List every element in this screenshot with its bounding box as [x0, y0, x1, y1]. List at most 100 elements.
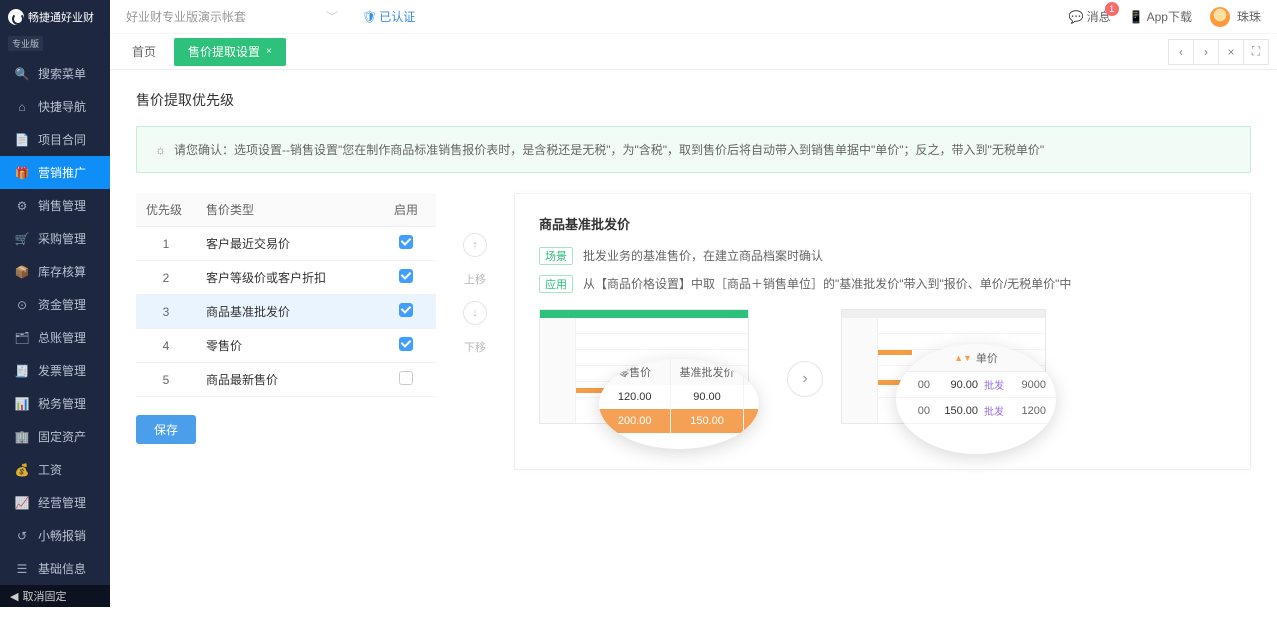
scene-text: 批发业务的基准售价，在建立商品档案时确认: [583, 247, 823, 265]
row-enable[interactable]: [376, 363, 436, 397]
nav-label: 税务管理: [38, 395, 86, 412]
sidebar-item-1[interactable]: ⌂快捷导航: [0, 90, 110, 123]
row-enable[interactable]: [376, 261, 436, 295]
nav-icon: 🛒: [14, 232, 30, 246]
b2-r1a: 00: [896, 379, 934, 391]
sidebar-item-3[interactable]: 🎁营销推广: [0, 156, 110, 189]
pin-toggle[interactable]: ◀ 取消固定: [0, 585, 110, 607]
row-enable[interactable]: [376, 295, 436, 329]
illustration: 零售价 基准批发价 120.00 90.00 200.00 150.00: [539, 309, 1226, 449]
tabs-container: 首页 售价提取设置×: [118, 38, 286, 66]
page-title: 售价提取优先级: [136, 90, 1251, 110]
user-name: 珠珠: [1237, 8, 1261, 25]
tab-close-icon[interactable]: ×: [266, 46, 272, 57]
logo-icon: [8, 9, 24, 25]
download-label: App下载: [1147, 8, 1192, 25]
row-idx: 5: [136, 363, 196, 397]
sort-icon: ▲▼: [954, 353, 972, 363]
nav-icon: 📄: [14, 133, 30, 147]
priority-row-4[interactable]: 4零售价: [136, 329, 436, 363]
move-up-label: 上移: [464, 271, 486, 287]
b2-r1b: 90.00: [934, 379, 984, 391]
tab-close-button[interactable]: ×: [1218, 39, 1244, 65]
nav-icon: 🧾: [14, 364, 30, 378]
nav-icon: 🎁: [14, 166, 30, 180]
messages-badge: 1: [1105, 2, 1119, 16]
pin-label: 取消固定: [22, 588, 66, 604]
sidebar-item-6[interactable]: 📦库存核算: [0, 255, 110, 288]
checkbox[interactable]: [399, 371, 413, 385]
app-download-button[interactable]: 📱 App下载: [1129, 8, 1192, 25]
sidebar-item-10[interactable]: 📊税务管理: [0, 387, 110, 420]
tab-bar: 首页 售价提取设置× ‹ › × ⛶: [110, 34, 1277, 70]
priority-row-1[interactable]: 1客户最近交易价: [136, 227, 436, 261]
sidebar-item-0[interactable]: 🔍搜索菜单: [0, 57, 110, 90]
scene-tag: 场景: [539, 247, 573, 265]
sidebar-item-15[interactable]: ☰基础信息: [0, 552, 110, 585]
nav-label: 经营管理: [38, 494, 86, 511]
nav-icon: ↺: [14, 529, 30, 543]
nav-label: 发票管理: [38, 362, 86, 379]
nav-label: 资金管理: [38, 296, 86, 313]
b2-r2c: 1200: [1014, 405, 1056, 417]
messages-button[interactable]: 💬 消息 1: [1069, 8, 1111, 25]
nav-label: 总账管理: [38, 329, 86, 346]
tab-fullscreen-button[interactable]: ⛶: [1243, 39, 1269, 65]
priority-row-5[interactable]: 5商品最新售价: [136, 363, 436, 397]
checkbox[interactable]: [399, 235, 413, 249]
source-diagram: 零售价 基准批发价 120.00 90.00 200.00 150.00: [539, 309, 769, 449]
topbar: 好业财专业版演示帐套 ﹀ 🛡 已认证 💬 消息 1 📱 App下载 珠珠: [110, 0, 1277, 34]
user-menu[interactable]: 珠珠: [1210, 7, 1261, 27]
nav-icon: 📈: [14, 496, 30, 510]
tab-next-button[interactable]: ›: [1193, 39, 1219, 65]
row-idx: 4: [136, 329, 196, 363]
priority-row-3[interactable]: 3商品基准批发价: [136, 295, 436, 329]
chevron-down-icon: ﹀: [326, 8, 338, 25]
tab-prev-button[interactable]: ‹: [1168, 39, 1194, 65]
phone-icon: 📱: [1129, 10, 1144, 24]
nav-icon: 💰: [14, 463, 30, 477]
brand-logo: 畅捷通好业财: [0, 0, 110, 34]
nav-label: 基础信息: [38, 560, 86, 577]
col-priority: 优先级: [136, 193, 196, 227]
sidebar-item-7[interactable]: ⊙ 资金管理: [0, 288, 110, 321]
row-idx: 3: [136, 295, 196, 329]
save-button[interactable]: 保存: [136, 415, 196, 444]
move-down-button[interactable]: ↓: [463, 301, 487, 325]
apply-tag: 应用: [539, 275, 573, 293]
tab-0[interactable]: 首页: [118, 38, 170, 66]
row-enable[interactable]: [376, 329, 436, 363]
sidebar-item-14[interactable]: ↺ 小畅报销: [0, 519, 110, 552]
sidebar-item-12[interactable]: 💰工资: [0, 453, 110, 486]
topbar-right: 💬 消息 1 📱 App下载 珠珠: [1069, 7, 1261, 27]
shield-icon: 🛡: [362, 10, 377, 24]
nav-icon: 🗂: [14, 331, 30, 345]
row-type: 商品最新售价: [196, 363, 376, 397]
bubble1-r1a: 120.00: [599, 385, 671, 409]
nav-icon: 📦: [14, 265, 30, 279]
checkbox[interactable]: [399, 269, 413, 283]
b2-r1c: 9000: [1014, 379, 1056, 391]
sidebar-item-5[interactable]: 🛒采购管理: [0, 222, 110, 255]
sidebar-item-8[interactable]: 🗂 总账管理: [0, 321, 110, 354]
account-selector[interactable]: 好业财专业版演示帐套 ﹀: [126, 8, 338, 25]
tab-label: 首页: [132, 43, 156, 60]
nav-icon: ⊙: [14, 298, 30, 312]
checkbox[interactable]: [399, 303, 413, 317]
row-enable[interactable]: [376, 227, 436, 261]
price-bubble-target: ▲▼单价 00 90.00 批发 9000 00 150.00 批发 1200: [896, 344, 1056, 454]
sidebar: 畅捷通好业财 专业版 🔍搜索菜单⌂快捷导航📄项目合同🎁营销推广⚙销售管理🛒采购管…: [0, 0, 110, 607]
sidebar-item-11[interactable]: 🏢固定资产: [0, 420, 110, 453]
move-down-label: 下移: [464, 339, 486, 355]
move-up-button[interactable]: ↑: [463, 233, 487, 257]
sidebar-item-2[interactable]: 📄项目合同: [0, 123, 110, 156]
nav-label: 小畅报销: [38, 527, 86, 544]
sidebar-item-13[interactable]: 📈 经营管理: [0, 486, 110, 519]
checkbox[interactable]: [399, 337, 413, 351]
sidebar-item-4[interactable]: ⚙销售管理: [0, 189, 110, 222]
tab-1[interactable]: 售价提取设置×: [174, 38, 286, 66]
nav-icon: 🔍: [14, 67, 30, 81]
sidebar-item-9[interactable]: 🧾 发票管理: [0, 354, 110, 387]
row-idx: 1: [136, 227, 196, 261]
priority-row-2[interactable]: 2客户等级价或客户折扣: [136, 261, 436, 295]
